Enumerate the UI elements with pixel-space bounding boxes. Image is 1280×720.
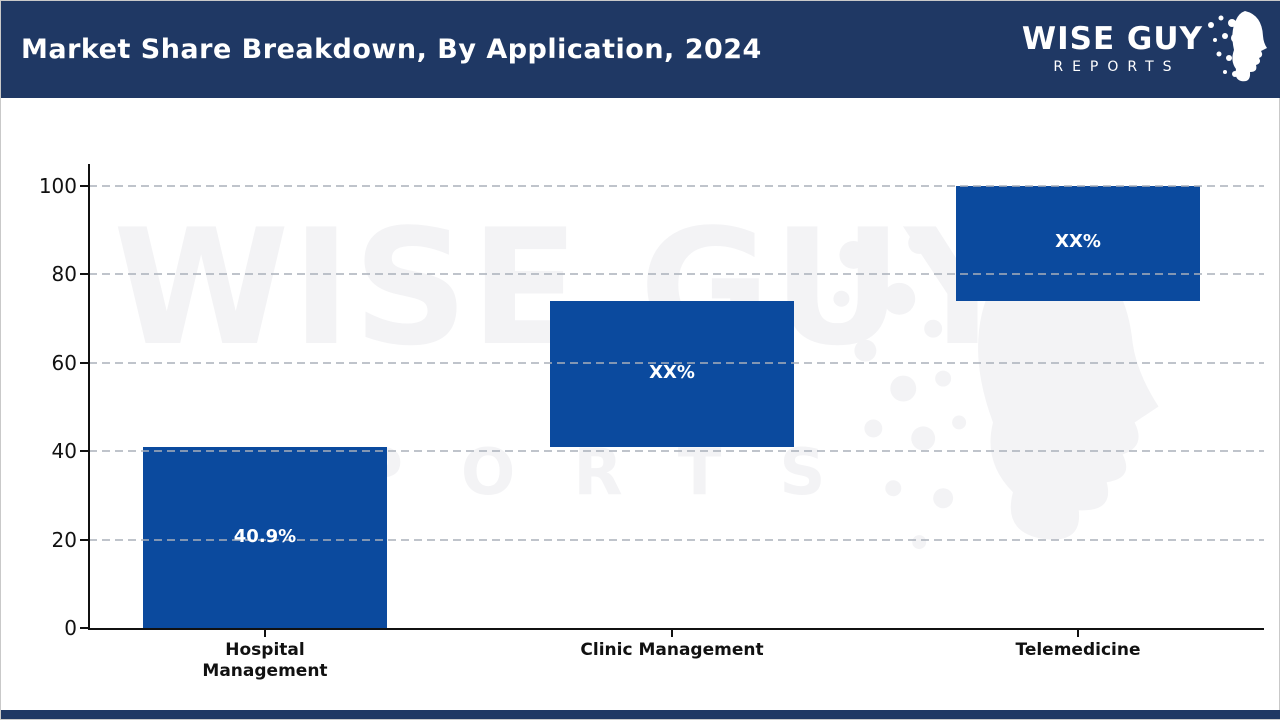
bar-value-label: XX% bbox=[649, 362, 695, 384]
chart-area: WISE GUY REPORTS 0 20 40 60 80 100 40.9% Hospit… bbox=[1, 98, 1280, 712]
x-category-label: Telemedicine bbox=[1015, 640, 1141, 660]
bar-1 bbox=[143, 447, 387, 628]
footer-bar bbox=[1, 710, 1280, 719]
bar-value-label: XX% bbox=[1055, 231, 1101, 253]
gridline-40 bbox=[89, 450, 1264, 453]
x-category-label: Clinic Management bbox=[580, 640, 764, 660]
y-tick-label-80: 80 bbox=[51, 262, 77, 287]
x-tick-2 bbox=[671, 630, 673, 637]
logo-face-icon bbox=[1208, 11, 1267, 82]
y-tick-100 bbox=[80, 185, 89, 187]
wiseguy-logo: WISE GUY REPORTS bbox=[1022, 9, 1267, 89]
y-tick-60 bbox=[80, 361, 89, 364]
y-tick-label-20: 20 bbox=[51, 527, 77, 552]
y-tick-20 bbox=[80, 538, 89, 541]
bar-value-label: 40.9% bbox=[233, 525, 297, 547]
y-tick-40 bbox=[80, 450, 89, 453]
y-tick-80 bbox=[80, 273, 89, 276]
gridline-60 bbox=[89, 361, 1264, 364]
logo-text: WISE GUY REPORTS bbox=[1022, 22, 1203, 76]
y-tick-label-40: 40 bbox=[51, 439, 77, 464]
gridline-100 bbox=[89, 185, 1264, 187]
gridline-20 bbox=[89, 538, 1264, 541]
y-tick-label-0: 0 bbox=[64, 616, 77, 640]
y-tick-0 bbox=[80, 627, 89, 629]
bar-2 bbox=[550, 300, 794, 448]
y-axis-line bbox=[88, 164, 90, 630]
x-axis-line bbox=[88, 628, 1264, 630]
logo-wordmark: WISE GUY bbox=[1021, 21, 1203, 57]
header-bar: Market Share Breakdown, By Application, … bbox=[1, 1, 1280, 98]
x-category-label: Hospital Management bbox=[202, 640, 328, 681]
y-tick-label-100: 100 bbox=[38, 174, 77, 198]
x-tick-1 bbox=[264, 630, 266, 637]
chart-title: Market Share Breakdown, By Application, … bbox=[21, 34, 762, 65]
x-tick-3 bbox=[1077, 630, 1079, 637]
y-tick-label-60: 60 bbox=[51, 350, 77, 375]
gridline-80 bbox=[89, 273, 1264, 276]
logo-subtext: REPORTS bbox=[1053, 59, 1181, 75]
